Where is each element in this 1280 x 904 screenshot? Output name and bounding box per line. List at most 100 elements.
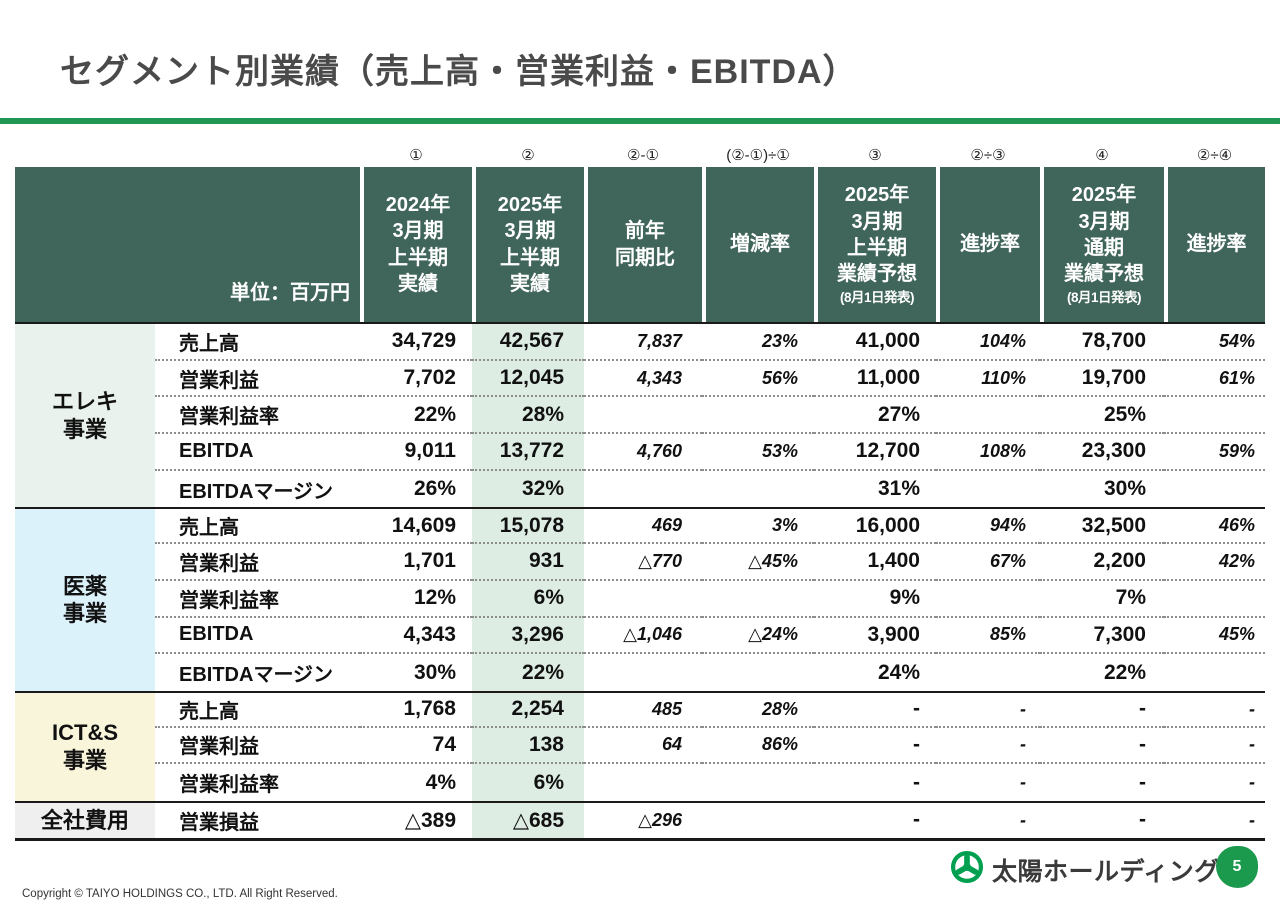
- page-number-badge: 5: [1216, 846, 1258, 888]
- header-line: 3月期: [392, 220, 444, 243]
- value-cell: 59%: [1164, 434, 1265, 471]
- value-cell: [936, 397, 1040, 435]
- segment-name-line: エレキ: [51, 389, 118, 415]
- value-cell: 485: [584, 690, 702, 728]
- value-cell: 32%: [472, 470, 584, 508]
- header-line: 業績予想: [1064, 263, 1144, 286]
- value-cell: 4%: [425, 770, 456, 794]
- value-cell: 31%: [877, 477, 920, 501]
- column-header-cell: 進捗率: [936, 167, 1040, 322]
- value-cell: [584, 581, 702, 618]
- value-cell: 7%: [1040, 581, 1164, 618]
- value-cell: 64: [584, 728, 702, 765]
- value-cell: 78,700: [1040, 324, 1164, 361]
- value-cell: 15,078: [472, 507, 584, 545]
- value-cell: -: [814, 690, 936, 728]
- formula-symbol: (②-①)÷①: [726, 147, 790, 164]
- formula-symbol: ②-①: [627, 147, 659, 164]
- header-line: 3月期: [851, 210, 903, 233]
- value-cell: 13,772: [472, 434, 584, 471]
- value-cell: 16,000: [814, 507, 936, 545]
- value-cell: 28%: [702, 690, 814, 728]
- value-cell: -: [814, 800, 936, 838]
- value-cell: [1164, 397, 1265, 435]
- formula-symbol: ①: [409, 147, 423, 164]
- row-label: EBITDA: [155, 618, 360, 655]
- segment-cell: エレキ 事業: [15, 324, 155, 508]
- segment-cell: 全社費用: [15, 800, 155, 838]
- value-cell: [936, 581, 1040, 618]
- value-cell: [936, 471, 1040, 508]
- value-cell: 12,700: [814, 434, 936, 471]
- value-cell: 46%: [1164, 507, 1265, 545]
- value-cell: 74: [360, 728, 472, 765]
- value-cell: 30%: [413, 660, 456, 684]
- value-cell: 25%: [1040, 397, 1164, 435]
- value-cell: 19,700: [1040, 361, 1164, 398]
- value-cell: 42%: [1164, 544, 1265, 581]
- segment-cell: ICT&S 事業: [15, 690, 155, 801]
- value-cell: 42,567: [472, 324, 584, 361]
- value-cell: 6%: [472, 764, 584, 801]
- value-cell: [1164, 654, 1265, 691]
- value-cell: 34,729: [360, 324, 472, 361]
- value-cell: 56%: [702, 361, 814, 398]
- header-line: 2025年: [1071, 184, 1137, 207]
- company-logo-text: 太陽ホールディングス: [992, 857, 1246, 886]
- value-cell: 45%: [1164, 618, 1265, 655]
- row-label: 営業利益: [155, 728, 360, 765]
- header-line: 実績: [398, 272, 438, 295]
- formula-spacer: [15, 140, 360, 167]
- value-cell: -: [1020, 772, 1026, 793]
- segment-name-line: 事業: [62, 601, 107, 627]
- row-label: 営業利益率: [179, 774, 279, 797]
- unit-header-cell: 単位：百万円: [15, 167, 360, 322]
- formula-symbol: ③: [868, 147, 882, 164]
- value-cell: 27%: [814, 397, 936, 435]
- value-cell: △389: [360, 800, 472, 838]
- value-cell: -: [1040, 690, 1164, 728]
- value-cell: △45%: [702, 544, 814, 581]
- value-cell: 23%: [702, 324, 814, 361]
- formula-symbol: ④: [1095, 147, 1109, 164]
- header-line: 前年: [625, 220, 665, 243]
- value-cell: 7,702: [360, 361, 472, 398]
- value-cell: 24%: [877, 660, 920, 684]
- value-cell: 2,200: [1040, 544, 1164, 581]
- value-cell: [584, 764, 702, 801]
- value-cell: △770: [584, 544, 702, 581]
- row-label: 売上高: [155, 690, 360, 728]
- column-header-cell: 2025年 3月期 上半期 業績予想 (8月1日発表): [814, 167, 936, 322]
- value-cell: 26%: [413, 477, 456, 501]
- row-label: 営業損益: [155, 800, 360, 838]
- value-cell: -: [1139, 770, 1146, 794]
- value-cell: △685: [472, 800, 584, 838]
- value-cell: -: [936, 800, 1040, 838]
- header-line: 上半期: [847, 237, 907, 260]
- value-cell: 11,000: [814, 361, 936, 398]
- company-logo: 太陽ホールディングス: [950, 850, 1245, 889]
- header-line: 上半期: [500, 246, 560, 269]
- value-cell: 6%: [472, 580, 584, 618]
- value-cell: -: [936, 690, 1040, 728]
- row-label: EBITDAマージン: [179, 664, 334, 687]
- value-cell: 14,609: [360, 507, 472, 545]
- value-cell: 469: [584, 507, 702, 545]
- header-note: (8月1日発表): [1066, 289, 1142, 305]
- copyright-text: Copyright © TAIYO HOLDINGS CO., LTD. All…: [22, 888, 338, 900]
- value-cell: [702, 764, 814, 801]
- value-cell: 9%: [814, 581, 936, 618]
- value-cell: [702, 581, 814, 618]
- value-cell: 41,000: [814, 324, 936, 361]
- value-cell: 138: [472, 727, 584, 765]
- header-line: 進捗率: [1186, 233, 1247, 256]
- value-cell: 1,701: [360, 544, 472, 581]
- value-cell: 931: [472, 544, 584, 581]
- value-cell: 4,343: [584, 361, 702, 398]
- row-label: 営業利益: [155, 544, 360, 581]
- title-underline: [0, 118, 1280, 124]
- value-cell: 22%: [472, 654, 584, 691]
- value-cell: 67%: [936, 544, 1040, 581]
- header-line: 実績: [510, 272, 550, 295]
